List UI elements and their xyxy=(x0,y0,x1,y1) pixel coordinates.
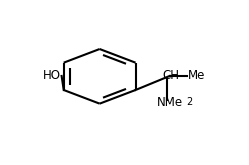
Text: HO: HO xyxy=(43,69,61,82)
Text: NMe: NMe xyxy=(157,96,183,109)
Text: 2: 2 xyxy=(186,97,192,107)
Text: CH: CH xyxy=(162,69,179,82)
Text: Me: Me xyxy=(187,69,205,82)
